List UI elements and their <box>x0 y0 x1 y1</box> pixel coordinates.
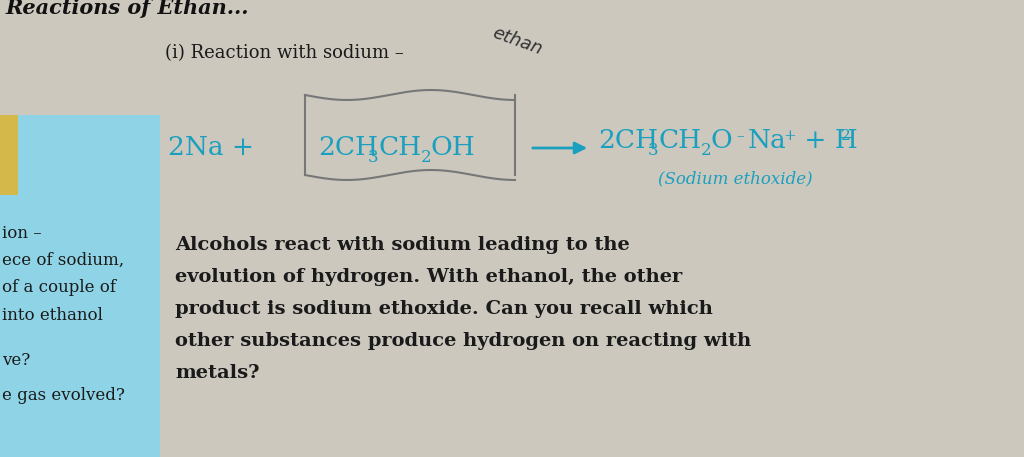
Text: ethan: ethan <box>490 24 545 59</box>
Text: –: – <box>736 129 743 143</box>
Text: of a couple of: of a couple of <box>2 279 116 296</box>
Text: ion –: ion – <box>2 225 42 242</box>
Text: CH: CH <box>378 135 421 160</box>
Text: 2CH: 2CH <box>318 135 378 160</box>
Text: OH: OH <box>431 135 476 160</box>
Bar <box>0 115 18 195</box>
Text: CH: CH <box>658 128 701 153</box>
Text: evolution of hydrogen. With ethanol, the other: evolution of hydrogen. With ethanol, the… <box>175 268 682 286</box>
Text: ece of sodium,: ece of sodium, <box>2 252 124 269</box>
Text: (i) Reaction with sodium –: (i) Reaction with sodium – <box>165 44 403 62</box>
Text: 2: 2 <box>841 129 851 143</box>
Text: +: + <box>783 129 796 143</box>
Text: O: O <box>711 128 733 153</box>
Bar <box>0 115 160 457</box>
Text: e gas evolved?: e gas evolved? <box>2 387 125 404</box>
Text: Alcohols react with sodium leading to the: Alcohols react with sodium leading to th… <box>175 236 630 254</box>
Text: + H: + H <box>796 128 858 153</box>
Text: ve?: ve? <box>2 352 31 369</box>
Text: other substances produce hydrogen on reacting with: other substances produce hydrogen on rea… <box>175 332 752 350</box>
Text: 2: 2 <box>701 142 712 159</box>
Text: product is sodium ethoxide. Can you recall which: product is sodium ethoxide. Can you reca… <box>175 300 713 318</box>
Text: (Sodium ethoxide): (Sodium ethoxide) <box>658 170 813 187</box>
Text: 2: 2 <box>421 149 432 166</box>
Text: 2CH: 2CH <box>598 128 658 153</box>
Text: 3: 3 <box>648 142 658 159</box>
Text: metals?: metals? <box>175 364 259 382</box>
Text: into ethanol: into ethanol <box>2 307 102 324</box>
Text: 2Na +: 2Na + <box>168 135 254 160</box>
Text: 3: 3 <box>368 149 379 166</box>
Text: Na: Na <box>748 128 786 153</box>
Text: Reactions of Ethan...: Reactions of Ethan... <box>5 0 249 18</box>
